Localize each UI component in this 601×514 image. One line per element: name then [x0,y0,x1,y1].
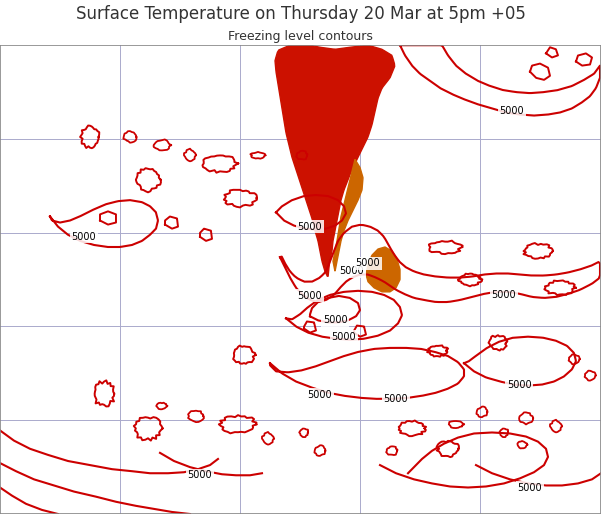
Text: 5000: 5000 [340,266,364,277]
Text: 5000: 5000 [332,332,356,342]
Text: 5000: 5000 [297,291,322,301]
Text: 5000: 5000 [492,290,516,300]
Text: 5000: 5000 [507,379,531,390]
Text: 5000: 5000 [308,390,332,400]
Polygon shape [275,45,395,276]
Text: 5000: 5000 [356,259,380,268]
Text: 5000: 5000 [72,232,96,242]
Polygon shape [333,159,363,271]
Text: Surface Temperature on Thursday 20 Mar at 5pm +05: Surface Temperature on Thursday 20 Mar a… [76,5,525,23]
Polygon shape [366,247,400,292]
Text: 5000: 5000 [517,483,542,492]
Text: 5000: 5000 [383,394,408,404]
Text: Freezing level contours: Freezing level contours [228,30,373,43]
Text: 5000: 5000 [188,470,212,480]
Text: 5000: 5000 [297,222,322,232]
Text: 5000: 5000 [323,316,347,325]
Text: 5000: 5000 [499,106,524,117]
